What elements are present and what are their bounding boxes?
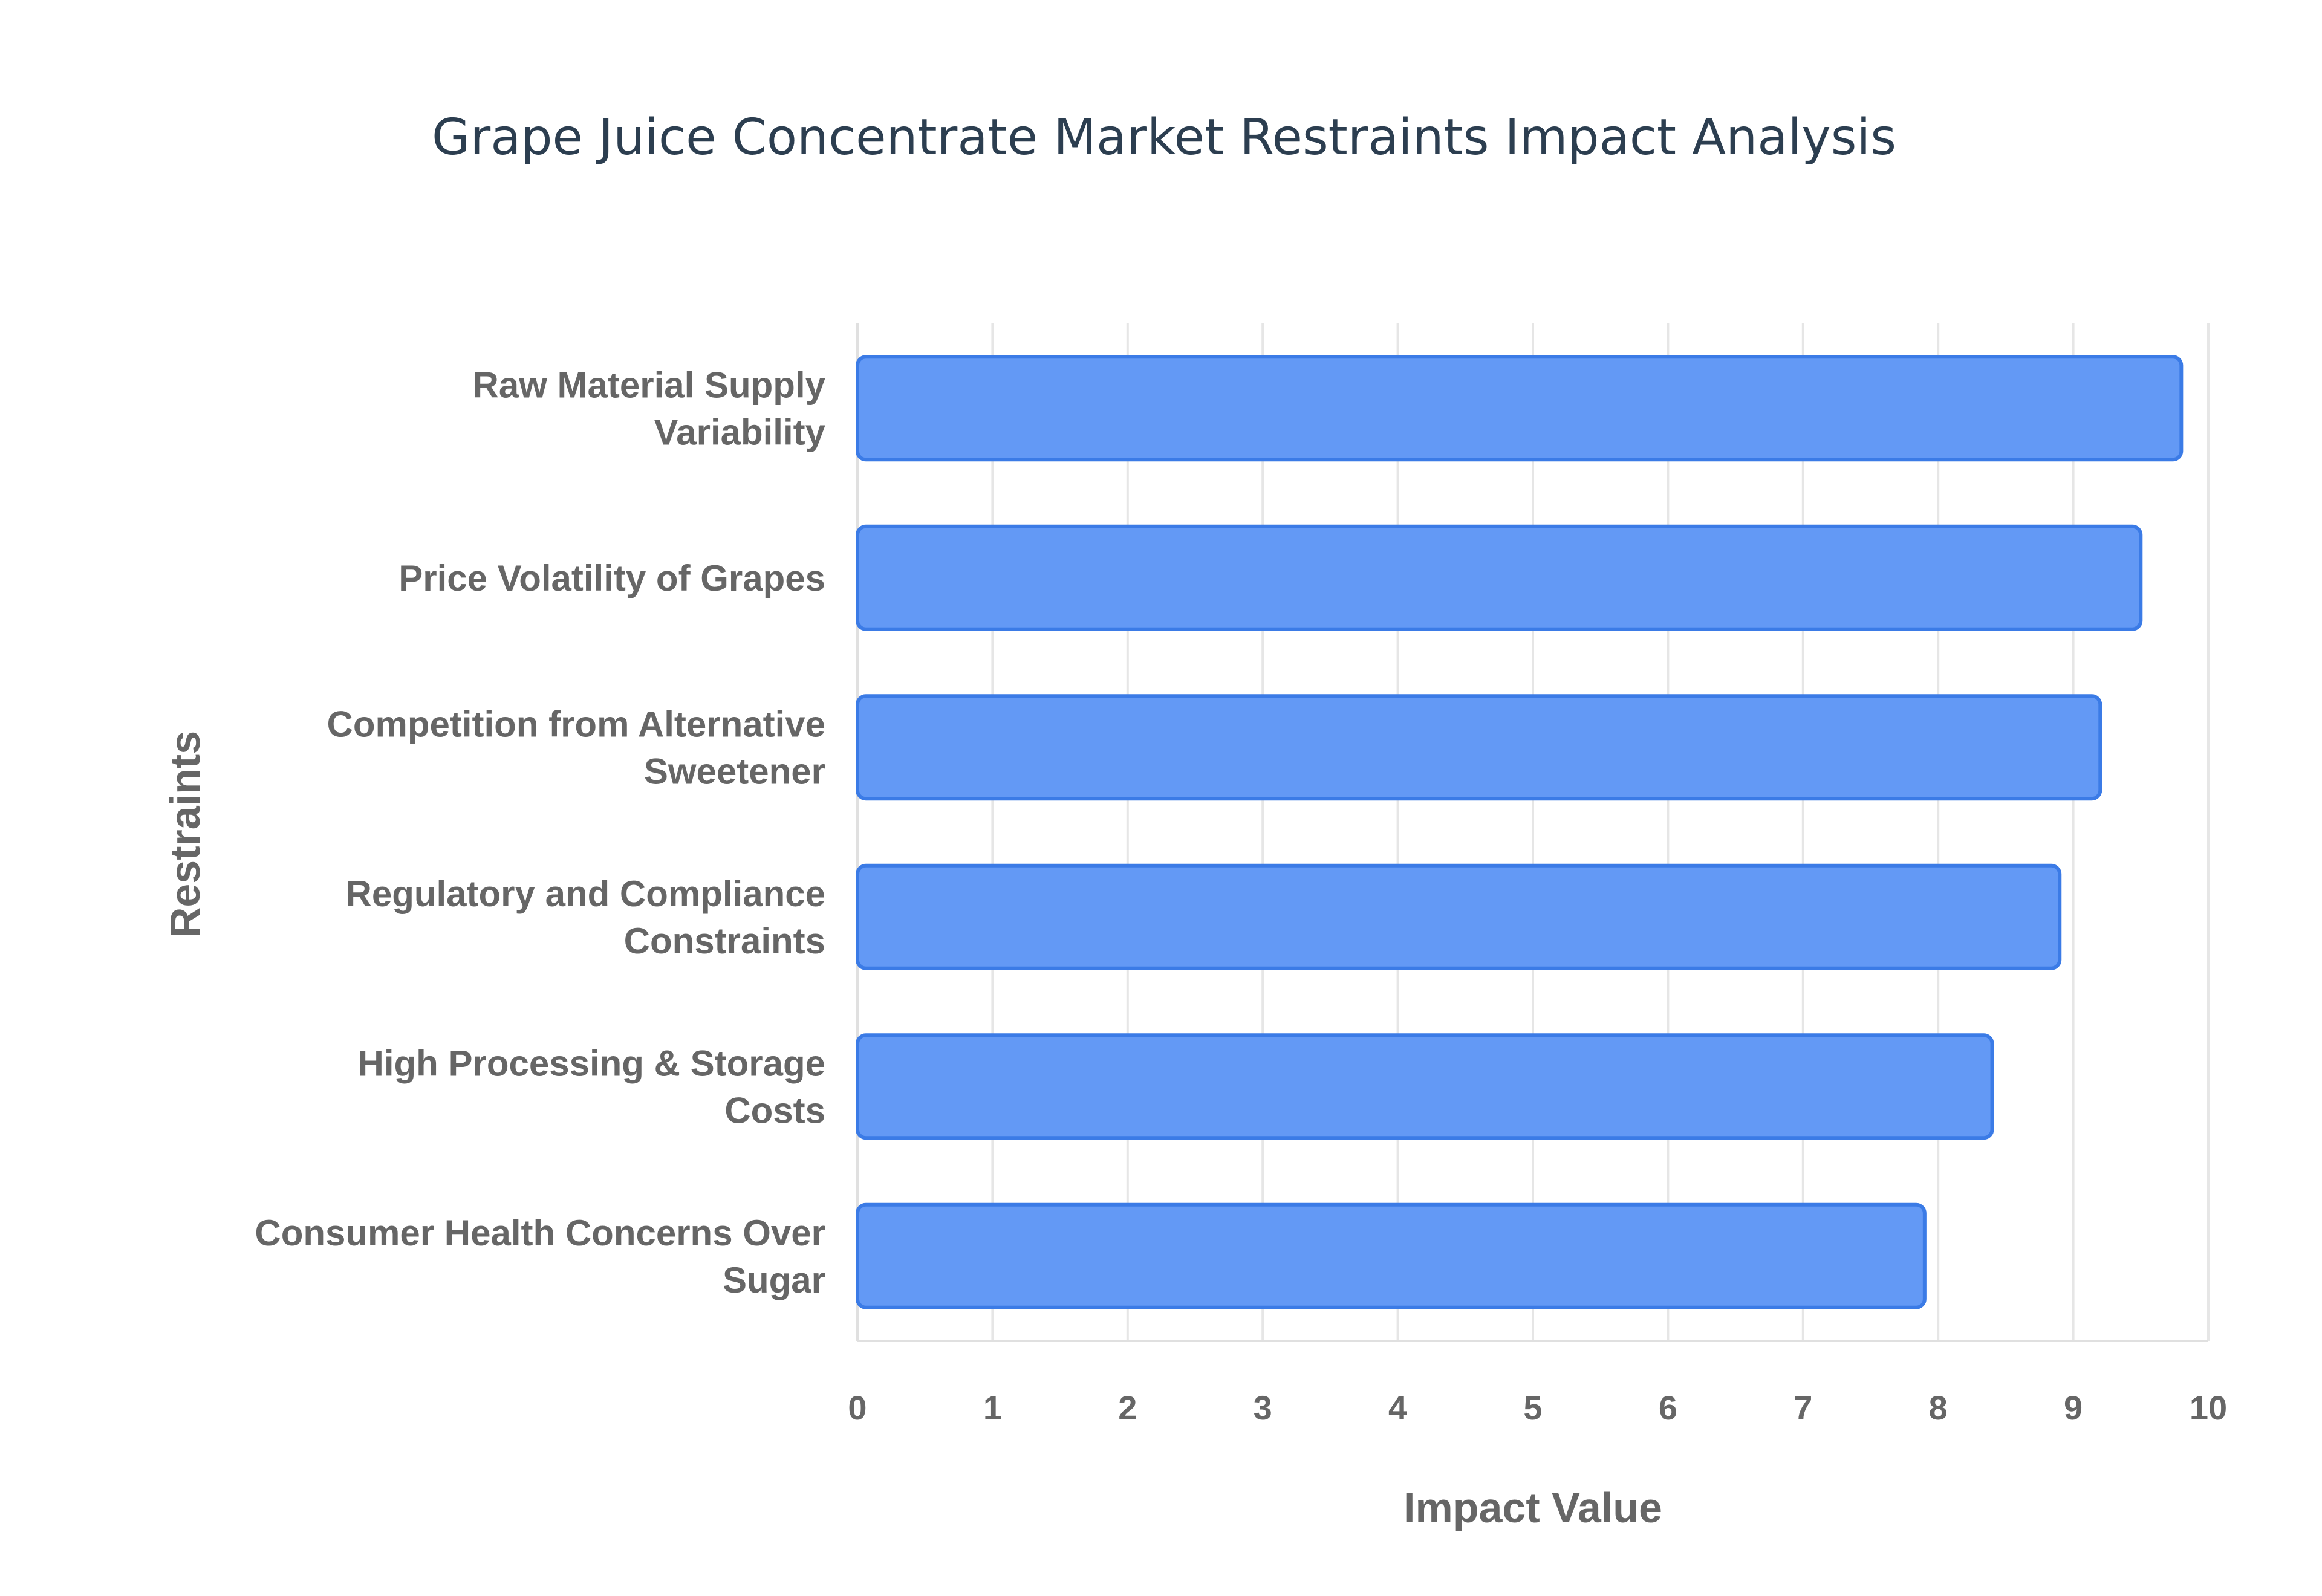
y-category-label-line: High Processing & Storage	[358, 1043, 826, 1083]
chart-title: Grape Juice Concentrate Market Restraint…	[432, 109, 1896, 166]
bar	[856, 1033, 1994, 1140]
bars	[856, 355, 2184, 1309]
y-category-label: Price Volatility of Grapes	[398, 558, 825, 598]
bar	[856, 524, 2143, 631]
x-tick-label: 1	[983, 1389, 1002, 1427]
y-category-label: Regulatory and Compliance Constraints	[346, 874, 825, 961]
x-tick-label: 5	[1523, 1389, 1542, 1427]
x-tick-label: 2	[1118, 1389, 1137, 1427]
y-category-label-line: Sweetener	[644, 751, 825, 791]
y-category-label-line: Price Volatility of Grapes	[398, 558, 825, 598]
x-tick-label: 6	[1659, 1389, 1677, 1427]
y-category-label-line: Costs	[724, 1090, 825, 1130]
x-axis-title: Impact Value	[1403, 1484, 1662, 1531]
y-category-label: High Processing & Storage Costs	[358, 1043, 826, 1130]
y-axis-category-labels: Raw Material Supply Variability Price Vola…	[255, 365, 825, 1300]
x-tick-label: 8	[1929, 1389, 1948, 1427]
y-category-label-line: Consumer Health Concerns Over	[255, 1213, 825, 1253]
y-category-label-line: Competition from Alternative	[327, 704, 825, 744]
x-tick-label: 3	[1254, 1389, 1272, 1427]
x-axis-ticks: 0 1 2 3 4 5 6 7 8 9 10	[848, 1389, 2227, 1427]
grid-lines	[856, 323, 2210, 1342]
y-category-label-line: Regulatory and Compliance	[346, 874, 825, 914]
y-category-label: Raw Material Supply Variability	[473, 365, 826, 452]
y-category-label: Consumer Health Concerns Over Sugar	[255, 1213, 825, 1300]
x-tick-label: 0	[848, 1389, 867, 1427]
x-tick-label: 4	[1388, 1389, 1407, 1427]
y-category-label: Competition from Alternative Sweetener	[327, 704, 825, 791]
x-tick-label: 10	[2190, 1389, 2227, 1427]
y-category-label-line: Raw Material Supply	[473, 365, 826, 405]
y-category-label-line: Constraints	[624, 921, 825, 961]
bar	[856, 863, 2062, 970]
x-tick-label: 9	[2064, 1389, 2083, 1427]
bar	[856, 1202, 1927, 1309]
y-axis-title: Restraints	[161, 731, 209, 938]
y-category-label-line: Sugar	[723, 1260, 825, 1300]
y-category-label-line: Variability	[654, 412, 826, 452]
bar	[856, 694, 2102, 801]
x-tick-label: 7	[1794, 1389, 1812, 1427]
bar	[856, 355, 2184, 462]
